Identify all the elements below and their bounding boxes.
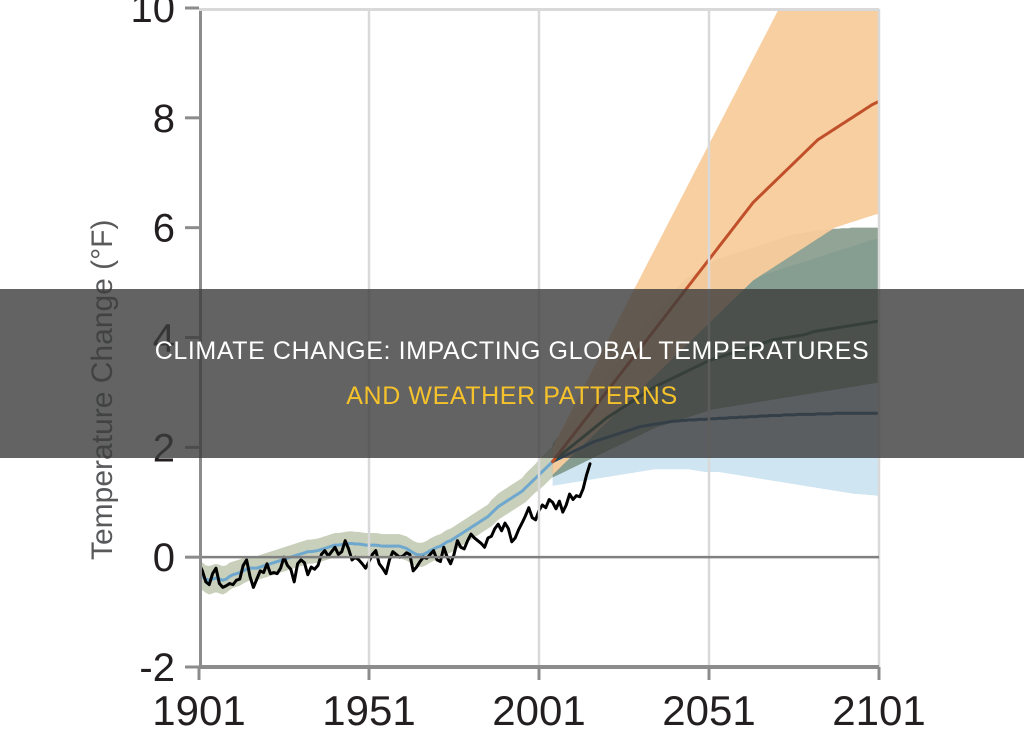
svg-text:1901: 1901 bbox=[152, 687, 245, 732]
svg-text:0: 0 bbox=[153, 536, 175, 580]
svg-text:8: 8 bbox=[153, 97, 175, 141]
svg-text:10: 10 bbox=[131, 0, 176, 31]
svg-text:2101: 2101 bbox=[832, 687, 925, 732]
banner-title-line-1: CLIMATE CHANGE: IMPACTING GLOBAL TEMPERA… bbox=[154, 337, 870, 366]
banner-title-line-2: AND WEATHER PATTERNS bbox=[346, 381, 678, 410]
svg-text:1951: 1951 bbox=[322, 687, 415, 732]
svg-text:6: 6 bbox=[153, 207, 175, 251]
svg-text:2051: 2051 bbox=[662, 687, 755, 732]
line-modeled-historical-mean- bbox=[199, 460, 555, 582]
svg-text:2001: 2001 bbox=[492, 687, 585, 732]
svg-text:-2: -2 bbox=[139, 646, 175, 690]
line-observed bbox=[199, 462, 592, 589]
title-overlay-banner: CLIMATE CHANGE: IMPACTING GLOBAL TEMPERA… bbox=[0, 289, 1024, 458]
x-axis-ticks: 1901 1951 2001 2051 2101 bbox=[152, 667, 926, 732]
